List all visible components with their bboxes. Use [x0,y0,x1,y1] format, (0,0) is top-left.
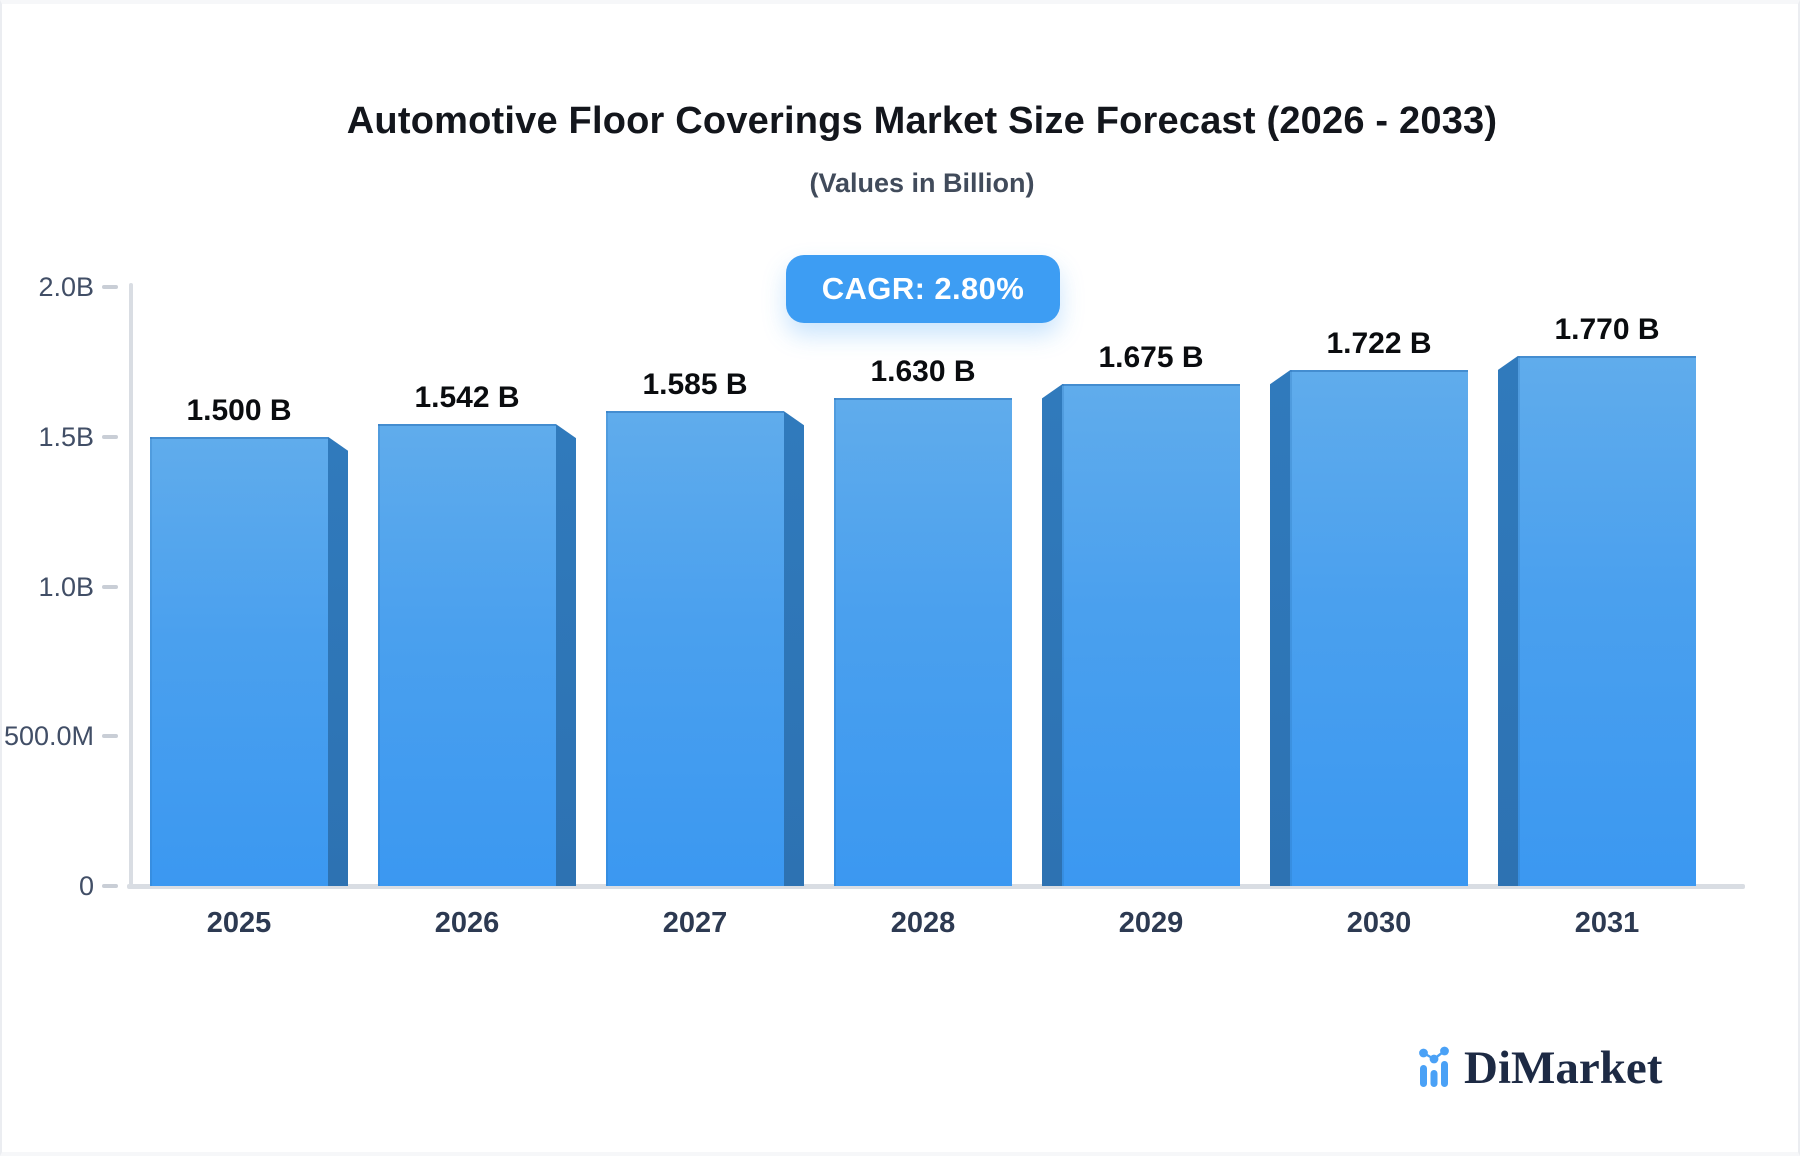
bar-face-2029[interactable] [1062,384,1240,886]
y-tick-label: 1.5B [38,421,94,452]
bar-value-label-2027: 1.585 B [642,368,748,402]
x-axis-label-2026: 2026 [434,907,500,939]
cagr-badge-label: CAGR: 2.80% [821,271,1025,306]
y-tick-dash [102,734,118,739]
y-tick-label: 1.0B [38,571,94,602]
bar-value-label-2026: 1.542 B [414,381,520,415]
bar-face-2028[interactable] [834,397,1012,886]
bar-face-2031[interactable] [1518,355,1696,886]
cagr-badge: CAGR: 2.80% [786,255,1060,323]
bar-side-2031 [1498,355,1518,886]
bar-value-label-2031: 1.770 B [1554,312,1660,346]
brand-logo-icon [1419,1046,1449,1087]
bar-value-label-2028: 1.630 B [870,354,976,388]
bar-side-2029 [1042,384,1062,886]
brand-watermark: DiMarket [1418,1040,1662,1096]
chart-title: Automotive Floor Coverings Market Size F… [346,100,1498,142]
x-axis-label-2025: 2025 [206,907,272,939]
x-axis-label-2029: 2029 [1118,907,1184,939]
x-axis-label-2028: 2028 [890,907,956,939]
y-tick-dash [102,584,118,589]
y-tick-label: 2.0B [38,272,94,302]
bar-side-2030 [1270,370,1290,886]
bar-side-2027 [784,411,804,886]
y-tick-label: 0 [78,871,94,901]
bar-side-2026 [556,424,576,886]
y-axis-line [129,283,133,887]
bar-face-2025[interactable] [150,436,328,886]
y-tick-dash [102,434,118,439]
bar-value-label-2025: 1.500 B [186,393,292,427]
x-axis-label-2030: 2030 [1346,907,1412,939]
bar-face-2026[interactable] [378,424,556,886]
brand-logo-text: DiMarket [1464,1042,1663,1094]
x-axis-label-2027: 2027 [662,907,728,939]
chart-subtitle: (Values in Billion) [809,168,1035,198]
bar-face-2030[interactable] [1290,370,1468,886]
y-tick-dash [102,884,118,888]
bar-side-2025 [328,436,348,886]
bar-value-label-2029: 1.675 B [1098,341,1204,375]
bar-value-label-2030: 1.722 B [1326,327,1432,361]
y-tick-label: 500.0M [3,721,94,752]
x-axis-line [127,884,1745,889]
bar-face-2027[interactable] [606,411,784,886]
x-axis-label-2031: 2031 [1574,907,1640,939]
y-tick-dash [102,285,118,289]
